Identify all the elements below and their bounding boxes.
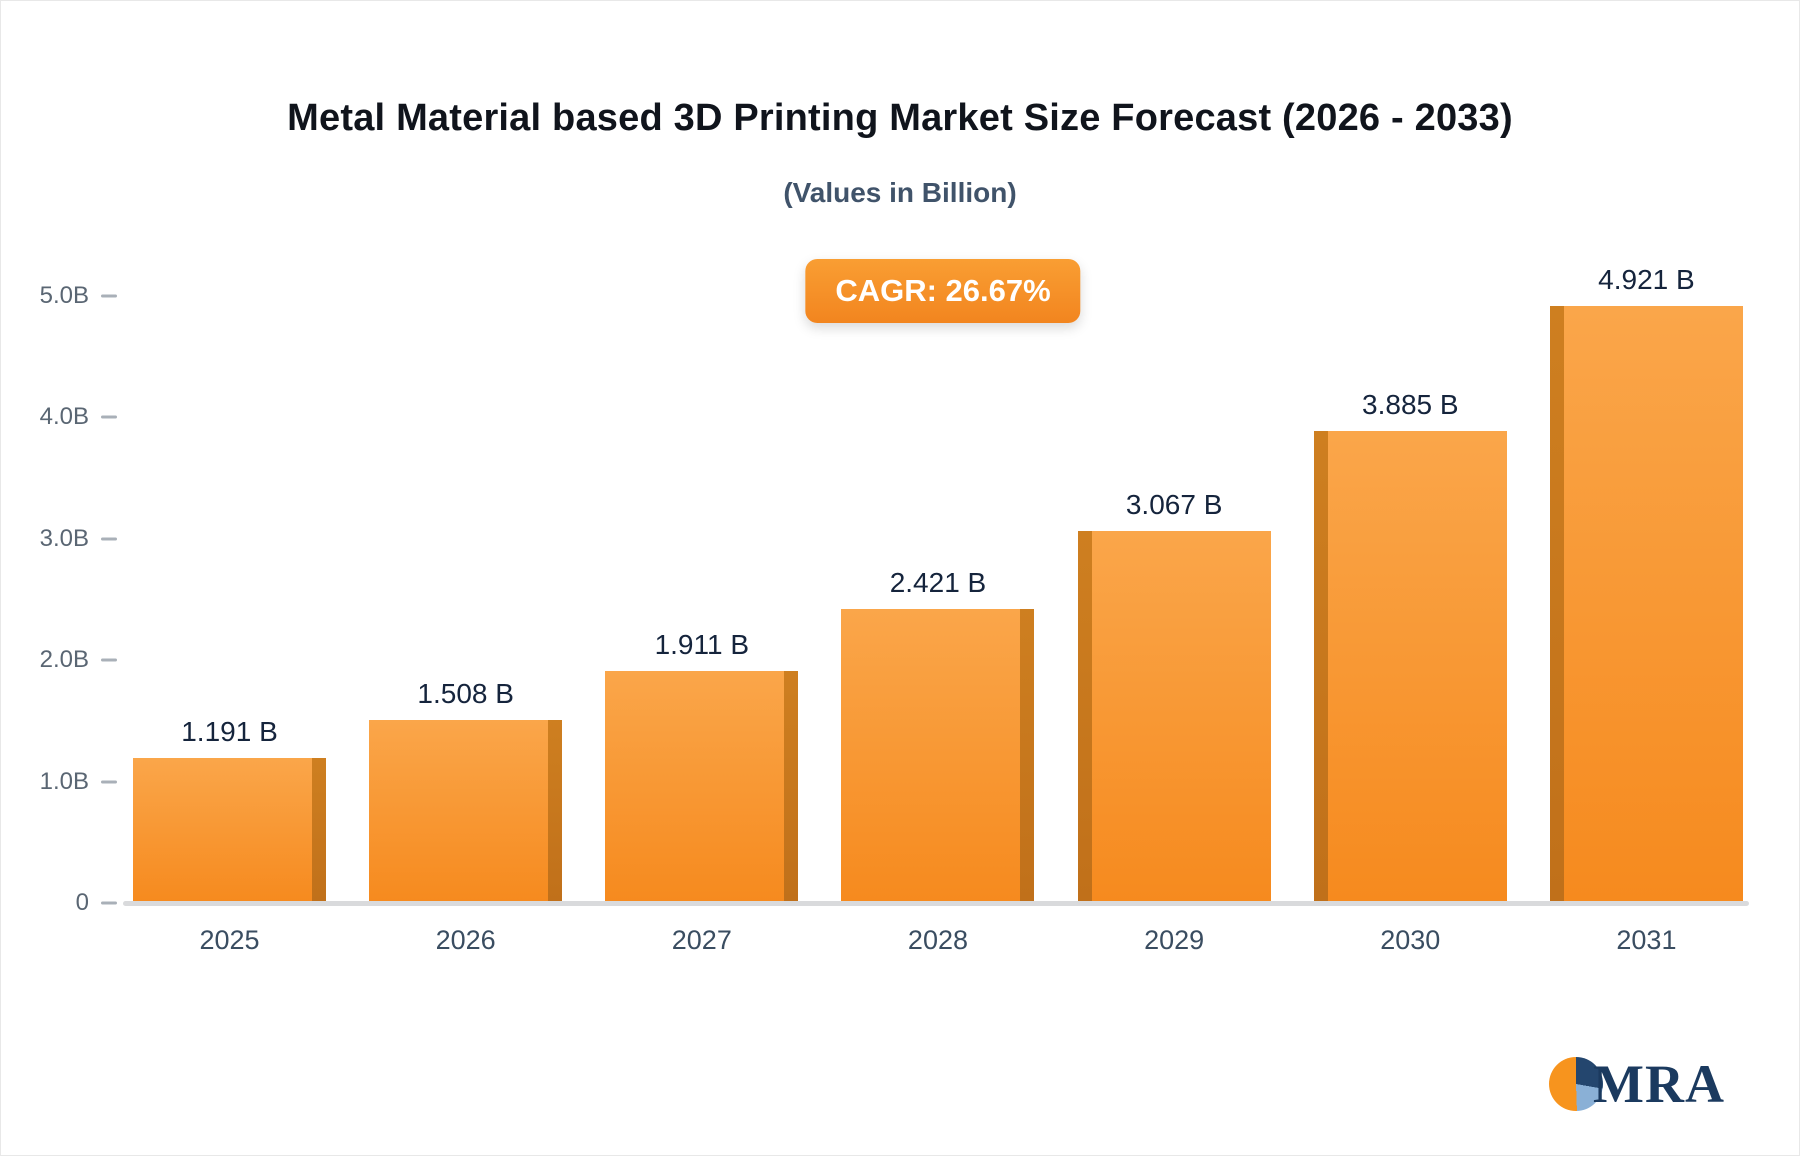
- bar-value-label: 1.191 B: [181, 716, 278, 748]
- x-axis-baseline: [123, 901, 1749, 906]
- bar-group-2028: 2.421 B: [841, 567, 1035, 903]
- y-axis-tick-mark: [101, 658, 117, 662]
- bar: [841, 609, 1035, 903]
- bar: [369, 719, 563, 903]
- bar-value-label: 4.921 B: [1598, 263, 1695, 295]
- x-axis-labels: 2025 2026 2027 2028 2029 2030 2031: [133, 925, 1743, 956]
- bar-3d-edge: [1313, 431, 1328, 903]
- chart-title: Metal Material based 3D Printing Market …: [287, 97, 1513, 139]
- y-axis: 0 1.0B 2.0B 3.0B 4.0B 5.0B: [1, 1, 131, 1155]
- x-axis-label: 2031: [1616, 925, 1677, 955]
- x-axis-label: 2030: [1380, 925, 1441, 955]
- y-axis-tick-mark: [101, 415, 117, 419]
- bar-3d-edge: [548, 719, 563, 903]
- mra-pie-icon: [1549, 1057, 1604, 1111]
- x-axis-label: 2026: [435, 925, 496, 955]
- bar-3d-edge: [784, 671, 799, 903]
- bar-3d-edge: [1077, 530, 1092, 903]
- bar-value-label: 1.508 B: [417, 677, 514, 709]
- bar-value-label: 3.885 B: [1362, 389, 1459, 421]
- x-axis-label: 2029: [1144, 925, 1205, 955]
- bar-3d-edge: [1020, 609, 1035, 903]
- y-axis-tick-mark: [101, 901, 117, 905]
- bar: [1077, 530, 1271, 903]
- y-axis-tick-mark: [101, 537, 117, 541]
- bar-value-label: 1.911 B: [654, 629, 750, 661]
- logo-text: MRA: [1593, 1054, 1725, 1114]
- bar-group-2029: 3.067 B: [1077, 488, 1271, 903]
- chart-subtitle: (Values in Billion): [783, 177, 1017, 208]
- y-axis-tick-label: 0: [75, 889, 89, 916]
- bar-value-label: 2.421 B: [889, 567, 987, 599]
- plot-area: 1.191 B 1.508 B 1.911 B 2.421 B 3.067 B 3.885…: [133, 264, 1743, 903]
- bar-group-2025: 1.191 B: [133, 716, 326, 903]
- y-axis-tick-label: 3.0B: [39, 524, 89, 552]
- logo: MRA: [1549, 1053, 1725, 1115]
- bar: [133, 758, 326, 903]
- bar-group-2026: 1.508 B: [369, 677, 563, 903]
- x-axis-label: 2027: [671, 925, 732, 955]
- bar-value-label: 3.067 B: [1125, 488, 1223, 520]
- cagr-badge: CAGR: 26.67%: [805, 259, 1081, 323]
- bar-3d-edge: [1549, 305, 1564, 903]
- bar-group-2030: 3.885 B: [1313, 389, 1507, 903]
- y-axis-tick-label: 2.0B: [39, 646, 89, 674]
- x-axis-label: 2028: [907, 925, 968, 955]
- y-axis-tick-label: 1.0B: [39, 767, 89, 795]
- y-axis-tick-mark: [101, 294, 117, 298]
- x-axis-label: 2025: [199, 925, 260, 955]
- bar-group-2031: 4.921 B: [1549, 263, 1743, 903]
- bar: [605, 671, 799, 903]
- y-axis-tick-label: 5.0B: [39, 282, 89, 309]
- bar-group-2027: 1.911 B: [605, 629, 799, 903]
- bar: [1313, 431, 1507, 903]
- y-axis-tick-label: 4.0B: [39, 403, 89, 431]
- bar: [1549, 305, 1743, 903]
- y-axis-tick-mark: [101, 780, 117, 784]
- bar-3d-edge: [312, 758, 326, 903]
